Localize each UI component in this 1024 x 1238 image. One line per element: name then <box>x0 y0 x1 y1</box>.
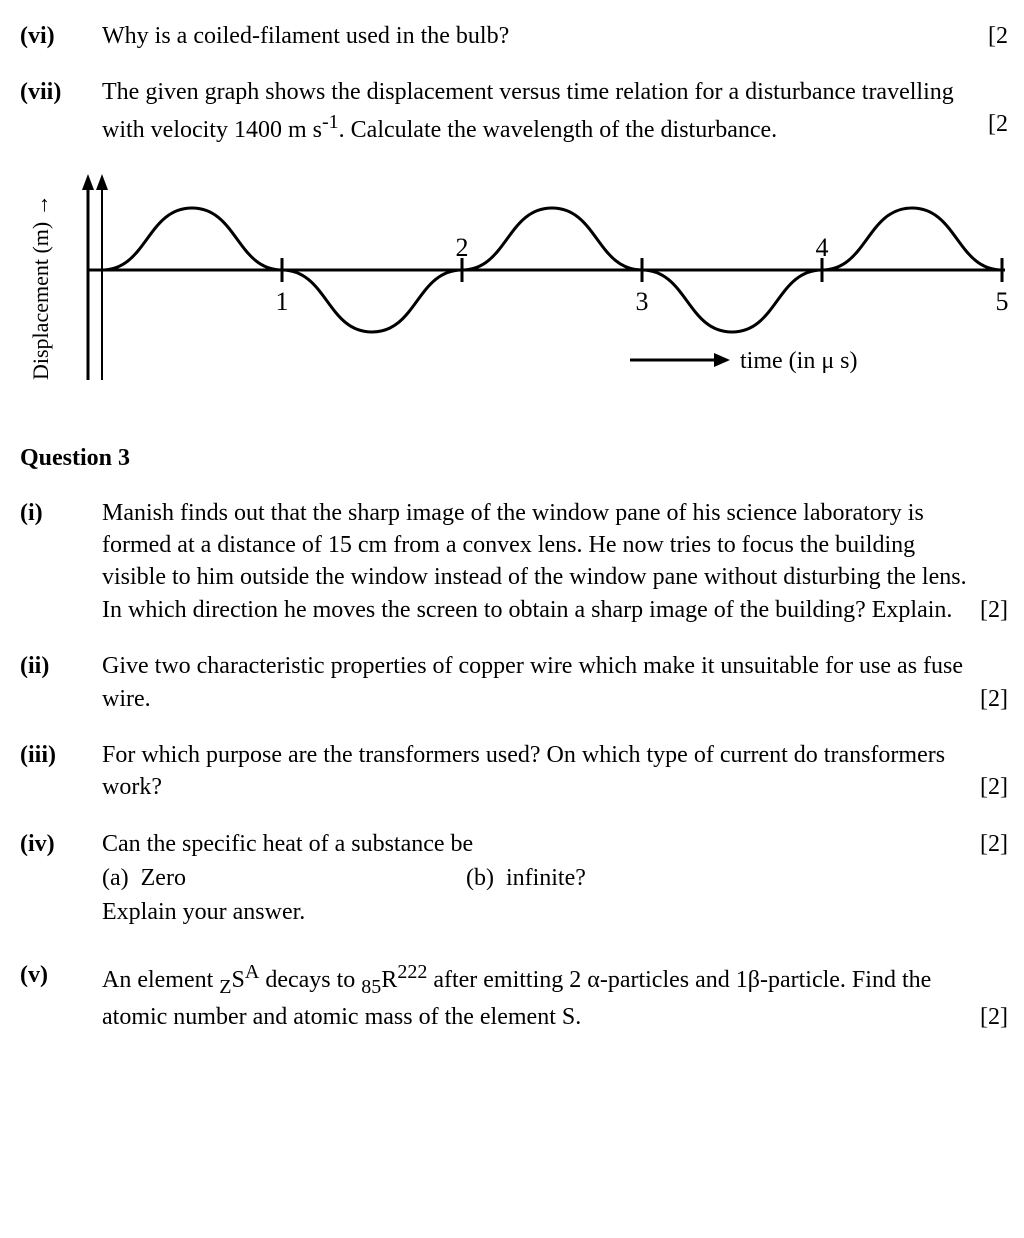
sub-options: (a) Zero (b) infinite? <box>102 862 968 894</box>
superscript: A <box>245 961 259 983</box>
option-label: (a) <box>102 862 129 894</box>
question-number: (ii) <box>16 650 78 682</box>
question-number: (vi) <box>16 20 78 52</box>
svg-text:4: 4 <box>816 233 829 262</box>
question-3-ii: (ii) Give two characteristic properties … <box>16 650 1008 715</box>
option-b: (b) infinite? <box>466 862 586 894</box>
y-axis-inner-arrowhead <box>96 174 108 190</box>
question-text: Can the specific heat of a substance be <box>102 828 968 860</box>
svg-text:1: 1 <box>276 287 289 316</box>
marks-badge: [2] <box>980 594 1008 626</box>
wave-svg: Displacement (m) → 1 2 3 4 5 <box>30 170 1010 410</box>
time-axis-indicator: time (in μ s) <box>630 348 858 374</box>
marks-badge: [2 <box>988 20 1008 52</box>
question-3-iv: (iv) Can the specific heat of a substanc… <box>16 828 1008 929</box>
question-text: For which purpose are the transformers u… <box>102 739 1008 804</box>
marks-badge: [2 <box>988 108 1008 140</box>
symbol: S <box>232 967 245 993</box>
option-label: (b) <box>466 862 494 894</box>
question-number: (v) <box>16 959 78 991</box>
section-heading: Question 3 <box>20 442 1008 474</box>
subscript: Z <box>219 976 231 998</box>
wave-chart: Displacement (m) → 1 2 3 4 5 <box>30 170 1010 410</box>
superscript: 222 <box>397 961 427 983</box>
question-text-part: . Calculate the wavelength of the distur… <box>339 117 778 143</box>
question-text: The given graph shows the displacement v… <box>102 76 1008 146</box>
x-axis-label: time (in μ s) <box>740 348 858 374</box>
symbol: R <box>381 967 397 993</box>
subscript: 85 <box>361 976 381 998</box>
question-3-i: (i) Manish finds out that the sharp imag… <box>16 497 1008 627</box>
question-3-v: (v) An element ZSA decays to 85R222 afte… <box>16 959 1008 1033</box>
y-axis-label: Displacement (m) → <box>30 194 53 380</box>
marks-badge: [2] <box>980 828 1008 860</box>
question-number: (iii) <box>16 739 78 771</box>
svg-text:3: 3 <box>636 287 649 316</box>
svg-text:2: 2 <box>456 233 469 262</box>
question-3-iii: (iii) For which purpose are the transfor… <box>16 739 1008 804</box>
marks-badge: [2] <box>980 771 1008 803</box>
text-part: An element <box>102 967 219 993</box>
question-text: Give two characteristic properties of co… <box>102 650 1008 715</box>
question-text: An element ZSA decays to 85R222 after em… <box>102 959 1008 1033</box>
option-a: (a) Zero <box>102 862 186 894</box>
superscript: -1 <box>322 111 339 133</box>
explain-text: Explain your answer. <box>102 896 968 928</box>
question-vi: (vi) Why is a coiled-filament used in th… <box>16 20 1008 52</box>
question-number: (iv) <box>16 828 78 860</box>
option-text: Zero <box>141 862 186 894</box>
question-number: (i) <box>16 497 78 529</box>
question-text: Why is a coiled-filament used in the bul… <box>102 20 1008 52</box>
question-number: (vii) <box>16 76 78 108</box>
question-text: Manish finds out that the sharp image of… <box>102 497 1008 627</box>
text-part: decays to <box>259 967 361 993</box>
question-body: Can the specific heat of a substance be … <box>102 828 1008 929</box>
svg-text:5: 5 <box>996 287 1009 316</box>
option-text: infinite? <box>506 862 586 894</box>
question-vii: (vii) The given graph shows the displace… <box>16 76 1008 146</box>
y-axis-arrowhead <box>82 174 94 190</box>
marks-badge: [2] <box>980 683 1008 715</box>
marks-badge: [2] <box>980 1001 1008 1033</box>
